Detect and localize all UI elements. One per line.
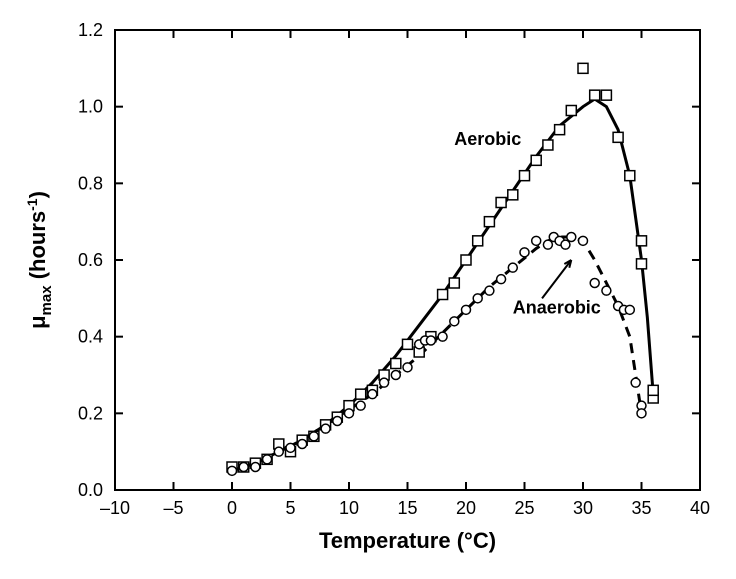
- x-tick-label: 15: [397, 498, 417, 518]
- y-tick-label: 0.0: [78, 480, 103, 500]
- marker-square: [566, 106, 576, 116]
- marker-circle: [321, 424, 330, 433]
- marker-square: [520, 171, 530, 181]
- marker-circle: [309, 432, 318, 441]
- growth-rate-chart: –10 –5 0 5 10 15 20 25 30 35 40 0.0 0.2 0.4 0.6 0.8 1.0 1…: [0, 0, 736, 579]
- marker-circle: [391, 371, 400, 380]
- marker-square: [496, 198, 506, 208]
- marker-square: [543, 140, 553, 150]
- marker-circle: [251, 463, 260, 472]
- y-axis-label: μmax (hours-1): [24, 191, 55, 329]
- marker-square: [637, 259, 647, 269]
- marker-circle: [497, 275, 506, 284]
- x-tick-label: –5: [163, 498, 183, 518]
- marker-circle: [403, 363, 412, 372]
- marker-circle: [239, 463, 248, 472]
- marker-circle: [286, 443, 295, 452]
- marker-square: [356, 389, 366, 399]
- marker-circle: [274, 447, 283, 456]
- marker-circle: [473, 294, 482, 303]
- marker-circle: [543, 240, 552, 249]
- x-tick-label: 30: [573, 498, 593, 518]
- y-tick-label: 0.8: [78, 173, 103, 193]
- x-tick-label: 20: [456, 498, 476, 518]
- y-tick-label: 0.6: [78, 250, 103, 270]
- series-label-anaerobic: Anaerobic: [513, 298, 601, 318]
- y-tick-label: 1.2: [78, 20, 103, 40]
- marker-circle: [462, 305, 471, 314]
- marker-circle: [579, 236, 588, 245]
- x-tick-label: 25: [514, 498, 534, 518]
- marker-circle: [602, 286, 611, 295]
- x-tick-label: 40: [690, 498, 710, 518]
- marker-circle: [263, 455, 272, 464]
- marker-circle: [298, 440, 307, 449]
- marker-circle: [426, 336, 435, 345]
- marker-circle: [356, 401, 365, 410]
- marker-circle: [450, 317, 459, 326]
- marker-circle: [590, 279, 599, 288]
- marker-circle: [532, 236, 541, 245]
- marker-square: [590, 90, 600, 100]
- marker-square: [637, 236, 647, 246]
- marker-square: [531, 155, 541, 165]
- x-tick-label: –10: [100, 498, 130, 518]
- marker-square: [601, 90, 611, 100]
- marker-square: [613, 132, 623, 142]
- marker-square: [461, 255, 471, 265]
- series-fit-anaerobic: [232, 237, 642, 471]
- x-tick-label: 5: [285, 498, 295, 518]
- marker-square: [391, 359, 401, 369]
- marker-circle: [631, 378, 640, 387]
- marker-square: [625, 171, 635, 181]
- marker-circle: [485, 286, 494, 295]
- marker-square: [555, 125, 565, 135]
- x-tick-label: 0: [227, 498, 237, 518]
- x-tick-label: 10: [339, 498, 359, 518]
- marker-circle: [508, 263, 517, 272]
- x-tick-label: 35: [631, 498, 651, 518]
- series-label-aerobic: Aerobic: [454, 129, 521, 149]
- marker-square: [403, 339, 413, 349]
- label-arrow: [542, 260, 571, 298]
- marker-circle: [520, 248, 529, 257]
- marker-circle: [625, 305, 634, 314]
- y-tick-label: 1.0: [78, 97, 103, 117]
- marker-square: [438, 290, 448, 300]
- marker-square: [648, 385, 658, 395]
- marker-circle: [567, 233, 576, 242]
- marker-circle: [380, 378, 389, 387]
- marker-circle: [333, 417, 342, 426]
- marker-circle: [368, 390, 377, 399]
- plot-frame: [115, 30, 700, 490]
- marker-square: [578, 63, 588, 73]
- marker-circle: [345, 409, 354, 418]
- y-tick-label: 0.4: [78, 327, 103, 347]
- marker-circle: [637, 409, 646, 418]
- marker-square: [508, 190, 518, 200]
- marker-circle: [561, 240, 570, 249]
- y-tick-label: 0.2: [78, 403, 103, 423]
- marker-square: [484, 217, 494, 227]
- x-axis-label: Temperature (°C): [319, 528, 496, 553]
- marker-circle: [228, 466, 237, 475]
- marker-square: [449, 278, 459, 288]
- marker-square: [473, 236, 483, 246]
- marker-circle: [438, 332, 447, 341]
